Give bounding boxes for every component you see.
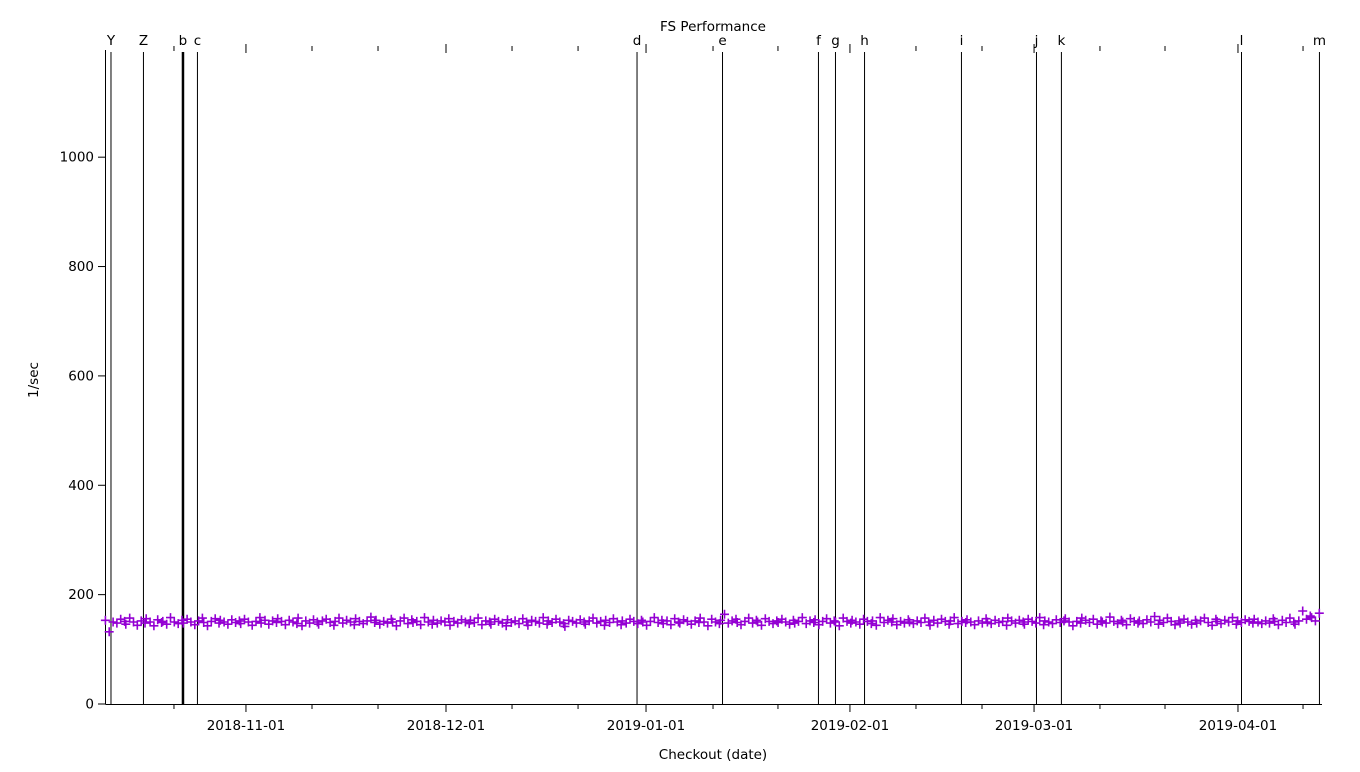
x-axis-label: Checkout (date) — [659, 747, 767, 763]
x-tick-label: 2019-01-01 — [607, 718, 685, 734]
scatter-points — [100, 606, 1324, 637]
event-label: k — [1057, 33, 1065, 49]
event-label: Y — [106, 33, 116, 49]
event-label: e — [718, 33, 726, 49]
y-tick-label: 200 — [68, 587, 94, 603]
axes: 0 200 400 600 800 1000 2018-11-01 2018-12-01 201… — [60, 44, 1322, 734]
event-label: b — [179, 33, 188, 49]
event-label: Z — [139, 33, 148, 49]
x-tick-label: 2019-04-01 — [1199, 718, 1277, 734]
chart-title: FS Performance — [660, 19, 766, 35]
x-tick-label: 2018-11-01 — [207, 718, 285, 734]
event-label: j — [1034, 33, 1039, 49]
event-label: g — [831, 33, 840, 49]
x-tick-label: 2019-03-01 — [995, 718, 1073, 734]
event-label: m — [1313, 33, 1326, 49]
x-tick-label: 2018-12-01 — [407, 718, 485, 734]
event-label: d — [633, 33, 642, 49]
scatter-series — [100, 606, 1324, 637]
event-label: c — [194, 33, 201, 49]
y-axis-label: 1/sec — [26, 362, 42, 398]
y-tick-label: 800 — [68, 259, 94, 275]
event-label: f — [816, 33, 822, 49]
y-tick-label: 0 — [85, 697, 94, 713]
event-label: h — [860, 33, 869, 49]
x-tick-label: 2019-02-01 — [811, 718, 889, 734]
event-label: i — [960, 33, 964, 49]
y-tick-label: 1000 — [60, 150, 94, 166]
event-label: l — [1240, 33, 1244, 49]
y-tick-label: 400 — [68, 478, 94, 494]
y-tick-label: 600 — [68, 368, 94, 384]
